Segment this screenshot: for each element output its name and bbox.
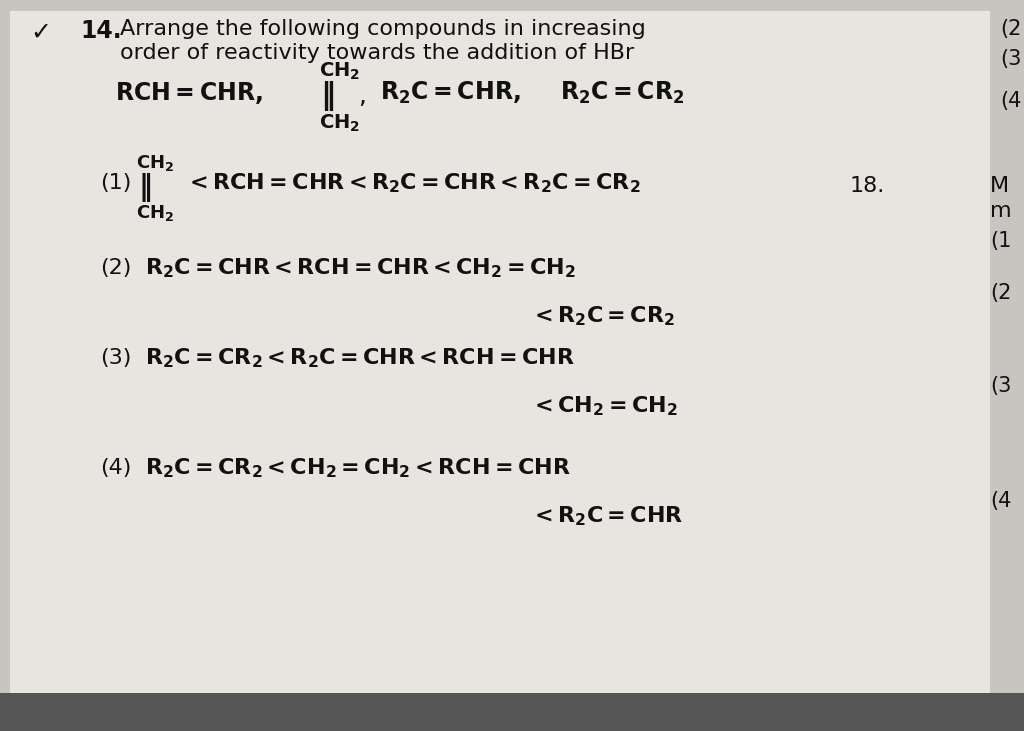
Text: $\mathbf{CH_2}$: $\mathbf{CH_2}$	[136, 153, 174, 173]
Text: ✓: ✓	[30, 21, 51, 45]
Text: (2: (2	[1000, 19, 1021, 39]
Text: (4: (4	[990, 491, 1012, 511]
Text: Corporate Office : Ankur Tower: Corporate Office : Ankur Tower	[394, 705, 630, 719]
Text: M: M	[990, 176, 1009, 196]
Text: 18.: 18.	[850, 176, 886, 196]
Text: $\mathbf{R_2C{=}CHR,}$: $\mathbf{R_2C{=}CHR,}$	[380, 80, 521, 106]
Text: (4: (4	[1000, 91, 1021, 111]
Text: 14.: 14.	[80, 19, 122, 43]
Text: $\mathbf{R_2C{=}CR_2<R_2C{=}CHR<RCH{=}CHR}$: $\mathbf{R_2C{=}CR_2<R_2C{=}CHR<RCH{=}CH…	[145, 346, 574, 370]
Text: m: m	[990, 201, 1012, 221]
Text: $\mathbf{R_2C{=}CR_2<CH_2{=}CH_2<RCH{=}CHR}$: $\mathbf{R_2C{=}CR_2<CH_2{=}CH_2<RCH{=}C…	[145, 456, 570, 480]
Text: (2: (2	[990, 283, 1012, 303]
Text: $\mathbf{<R_2C{=}CR_2}$: $\mathbf{<R_2C{=}CR_2}$	[530, 304, 675, 327]
Text: (1: (1	[990, 231, 1012, 251]
FancyBboxPatch shape	[0, 693, 1024, 731]
Text: ‖: ‖	[321, 81, 336, 111]
Text: (3: (3	[990, 376, 1012, 396]
Text: $\mathbf{<CH_2{=}CH_2}$: $\mathbf{<CH_2{=}CH_2}$	[530, 394, 678, 418]
Text: (3: (3	[1000, 49, 1021, 69]
Text: Arrange the following compounds in increasing: Arrange the following compounds in incre…	[120, 19, 646, 39]
Text: (1): (1)	[100, 173, 131, 193]
Text: $\mathbf{CH_2}$: $\mathbf{CH_2}$	[319, 61, 360, 82]
Text: (4): (4)	[100, 458, 131, 478]
FancyBboxPatch shape	[10, 11, 990, 711]
Text: $\mathbf{<R_2C{=}CHR}$: $\mathbf{<R_2C{=}CHR}$	[530, 504, 683, 528]
Text: $\mathbf{R_2C{=}CR_2}$: $\mathbf{R_2C{=}CR_2}$	[560, 80, 685, 106]
Text: ‖: ‖	[138, 173, 152, 202]
Text: order of reactivity towards the addition of HBr: order of reactivity towards the addition…	[120, 43, 634, 63]
Text: (3): (3)	[100, 348, 131, 368]
Text: $\mathbf{<RCH{=}CHR<R_2C{=}CHR<R_2C{=}CR_2}$: $\mathbf{<RCH{=}CHR<R_2C{=}CHR<R_2C{=}CR…	[185, 171, 641, 194]
Text: $\mathbf{R_2C{=}CHR<RCH{=}CHR<CH_2{=}CH_2}$: $\mathbf{R_2C{=}CHR<RCH{=}CHR<CH_2{=}CH_…	[145, 256, 577, 280]
Text: $\mathbf{RCH{=}CHR,}$: $\mathbf{RCH{=}CHR,}$	[115, 80, 263, 106]
Text: (2): (2)	[100, 258, 131, 278]
Text: $\mathbf{CH_2}$: $\mathbf{CH_2}$	[136, 203, 174, 223]
Text: $\mathbf{CH_2}$: $\mathbf{CH_2}$	[319, 113, 360, 134]
Text: ,: ,	[358, 84, 366, 108]
